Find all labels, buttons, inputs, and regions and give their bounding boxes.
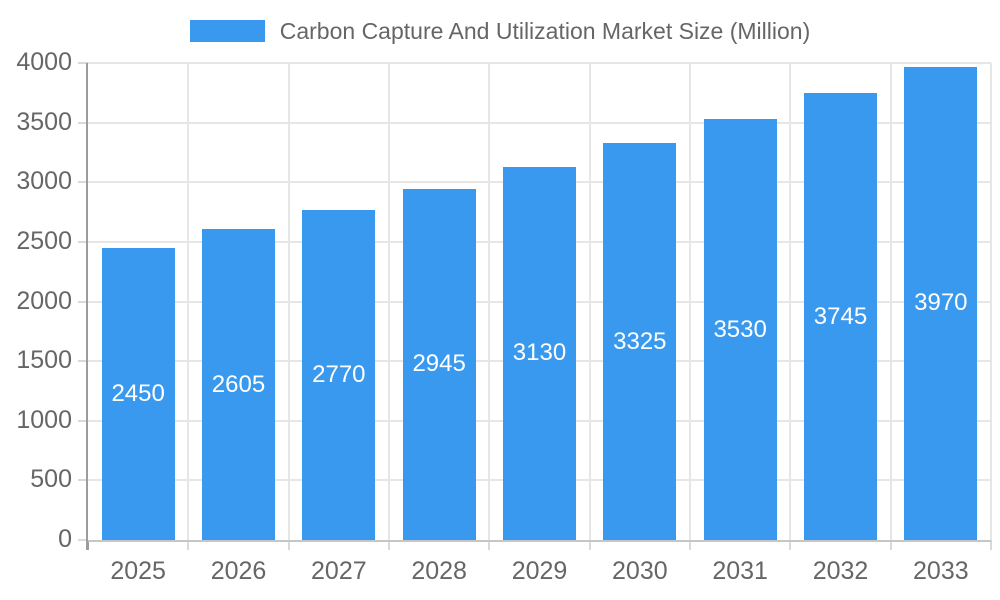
x-tick	[87, 540, 89, 550]
x-tick-label: 2033	[913, 557, 969, 585]
v-gridline	[187, 63, 190, 540]
y-tick-label: 0	[58, 524, 72, 553]
x-tick-label: 2026	[210, 557, 267, 585]
y-axis-line	[86, 63, 88, 550]
legend-label: Carbon Capture And Utilization Market Si…	[279, 17, 811, 44]
bar-value-label: 2945	[412, 350, 466, 378]
v-gridline	[789, 63, 792, 540]
x-tick	[187, 540, 190, 550]
x-axis-line	[88, 540, 991, 542]
v-gridline	[689, 63, 691, 540]
x-tick	[789, 540, 792, 550]
v-gridline	[488, 63, 491, 540]
v-gridline	[388, 63, 390, 540]
x-tick-label: 2030	[612, 557, 668, 585]
x-tick-label: 2031	[712, 557, 768, 585]
h-gridline	[88, 121, 991, 124]
x-tick	[689, 540, 691, 550]
y-tick-label: 3500	[16, 107, 72, 136]
y-tick	[78, 539, 88, 541]
x-tick	[588, 540, 591, 550]
y-tick-label: 500	[30, 465, 72, 494]
x-tick-label: 2028	[411, 557, 467, 585]
h-gridline	[88, 62, 991, 64]
x-tick-label: 2029	[511, 557, 568, 585]
y-tick-label: 2500	[16, 226, 72, 255]
y-tick-label: 2000	[16, 286, 72, 315]
bar: 2450	[101, 247, 175, 540]
bar-value-label: 3130	[512, 339, 567, 367]
y-tick-label: 3000	[16, 167, 72, 196]
y-tick-label: 1000	[16, 405, 72, 434]
legend[interactable]: Carbon Capture And Utilization Market Si…	[0, 16, 1000, 46]
bar-value-label: 3530	[713, 315, 767, 343]
bar-value-label: 3745	[813, 302, 868, 330]
x-tick	[287, 540, 290, 550]
y-tick	[78, 479, 88, 482]
v-gridline	[990, 63, 992, 540]
bar: 3130	[503, 166, 576, 540]
y-tick	[78, 240, 88, 243]
bar: 3745	[804, 93, 877, 540]
bar-value-label: 3325	[613, 327, 667, 355]
x-tick-label: 2025	[110, 557, 166, 585]
x-tick	[990, 540, 992, 550]
bar: 2945	[402, 188, 476, 540]
y-tick	[78, 121, 88, 124]
v-gridline	[588, 63, 591, 540]
bar-value-label: 2450	[111, 379, 165, 407]
y-tick	[78, 300, 88, 303]
v-gridline	[287, 63, 290, 540]
x-tick	[388, 540, 390, 550]
bar-value-label: 2605	[211, 370, 266, 398]
x-tick-label: 2032	[812, 557, 869, 585]
y-tick	[78, 360, 88, 363]
bar: 2770	[302, 209, 376, 540]
y-tick	[78, 419, 88, 422]
bar: 3970	[904, 66, 978, 540]
y-tick-label: 1500	[16, 346, 72, 375]
x-tick	[488, 540, 491, 550]
bar: 3325	[603, 143, 677, 540]
legend-swatch	[189, 20, 265, 42]
y-tick	[78, 62, 88, 64]
bar-value-label: 2770	[312, 360, 366, 388]
x-tick-label: 2027	[311, 557, 367, 585]
bar: 3530	[703, 119, 777, 540]
y-tick-label: 4000	[16, 47, 72, 76]
bar-value-label: 3970	[914, 289, 968, 317]
bar: 2605	[202, 229, 275, 540]
v-gridline	[889, 63, 892, 540]
y-tick	[78, 181, 88, 184]
x-tick	[889, 540, 892, 550]
